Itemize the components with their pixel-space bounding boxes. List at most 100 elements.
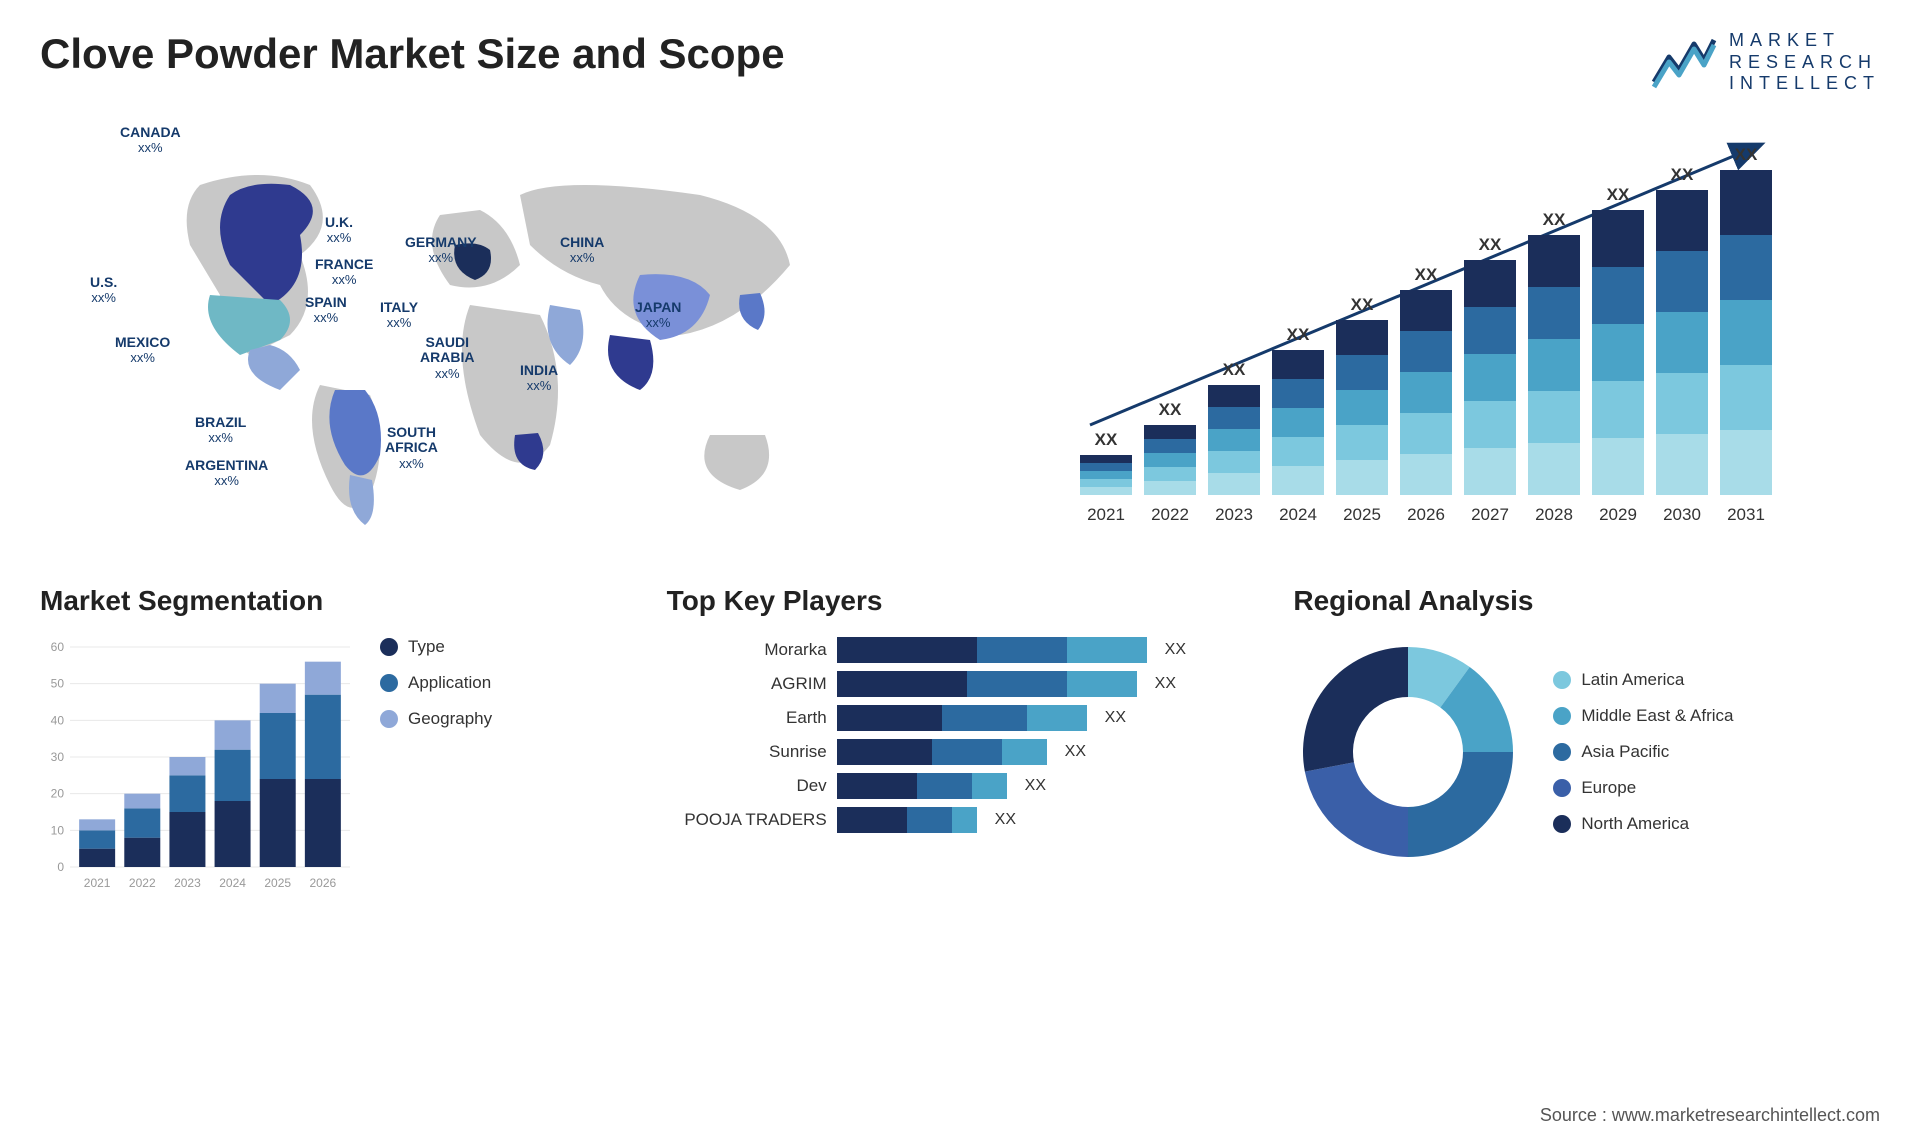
logo: MARKET RESEARCH INTELLECT (1649, 30, 1880, 95)
legend-item: Middle East & Africa (1553, 706, 1733, 726)
svg-text:XX: XX (1415, 265, 1438, 284)
svg-text:2028: 2028 (1535, 505, 1573, 524)
legend-item: Application (380, 673, 492, 693)
map-label: SOUTHAFRICAxx% (385, 425, 438, 471)
svg-text:2022: 2022 (129, 876, 156, 890)
player-bar (837, 637, 1147, 663)
svg-text:XX: XX (1095, 430, 1118, 449)
map-label: CANADAxx% (120, 125, 181, 156)
map-label: SAUDIARABIAxx% (420, 335, 474, 381)
player-name: Morarka (667, 640, 827, 660)
svg-text:0: 0 (57, 860, 64, 874)
legend-item: North America (1553, 814, 1733, 834)
svg-text:2025: 2025 (264, 876, 291, 890)
map-label: GERMANYxx% (405, 235, 477, 266)
legend-item: Type (380, 637, 492, 657)
svg-text:2029: 2029 (1599, 505, 1637, 524)
growth-chart: XX2021XX2022XX2023XX2024XX2025XX2026XX20… (980, 125, 1880, 545)
logo-icon (1649, 32, 1719, 92)
player-name: Dev (667, 776, 827, 796)
svg-text:2023: 2023 (174, 876, 201, 890)
svg-text:XX: XX (1223, 360, 1246, 379)
player-row: Earth XX (667, 705, 1254, 731)
segmentation-panel: Market Segmentation 0 10 20 30 40 50 60 2021 202… (40, 585, 627, 897)
players-panel: Top Key Players MorarkaXXAGRIMXXEarthXXS… (667, 585, 1254, 897)
player-bar (837, 773, 1007, 799)
svg-text:20: 20 (51, 786, 65, 800)
map-label: MEXICOxx% (115, 335, 170, 366)
svg-text:XX: XX (1159, 400, 1182, 419)
map-label: ARGENTINAxx% (185, 458, 268, 489)
players-title: Top Key Players (667, 585, 1254, 617)
svg-text:2031: 2031 (1727, 505, 1765, 524)
player-bar (837, 807, 977, 833)
svg-text:2024: 2024 (219, 876, 246, 890)
map-label: BRAZILxx% (195, 415, 246, 446)
player-bar (837, 671, 1137, 697)
regional-donut (1293, 637, 1523, 867)
regional-title: Regional Analysis (1293, 585, 1880, 617)
player-name: Sunrise (667, 742, 827, 762)
player-value: XX (1105, 709, 1126, 727)
map-label: INDIAxx% (520, 363, 558, 394)
map-label: SPAINxx% (305, 295, 347, 326)
svg-text:XX: XX (1543, 210, 1566, 229)
svg-text:XX: XX (1479, 235, 1502, 254)
svg-text:XX: XX (1735, 145, 1758, 164)
logo-text-2: RESEARCH (1729, 52, 1880, 74)
svg-text:2026: 2026 (310, 876, 337, 890)
map-label: U.K.xx% (325, 215, 353, 246)
player-value: XX (1165, 641, 1186, 659)
world-map-svg (40, 125, 940, 545)
player-name: POOJA TRADERS (667, 810, 827, 830)
svg-text:10: 10 (51, 823, 65, 837)
svg-text:30: 30 (51, 750, 65, 764)
segmentation-legend: Type Application Geography (380, 637, 492, 897)
player-bar (837, 705, 1087, 731)
player-name: AGRIM (667, 674, 827, 694)
svg-text:2026: 2026 (1407, 505, 1445, 524)
svg-text:XX: XX (1351, 295, 1374, 314)
svg-text:40: 40 (51, 713, 65, 727)
legend-item: Latin America (1553, 670, 1733, 690)
logo-text-1: MARKET (1729, 30, 1880, 52)
regional-panel: Regional Analysis Latin America Middle Ea… (1293, 585, 1880, 897)
map-label: U.S.xx% (90, 275, 117, 306)
player-value: XX (1025, 777, 1046, 795)
svg-text:2023: 2023 (1215, 505, 1253, 524)
svg-text:2025: 2025 (1343, 505, 1381, 524)
legend-item: Asia Pacific (1553, 742, 1733, 762)
map-label: FRANCExx% (315, 257, 373, 288)
source-text: Source : www.marketresearchintellect.com (1540, 1105, 1880, 1126)
regional-legend: Latin America Middle East & Africa Asia Pa… (1553, 670, 1733, 834)
player-row: Morarka XX (667, 637, 1254, 663)
legend-item: Europe (1553, 778, 1733, 798)
player-value: XX (1155, 675, 1176, 693)
svg-text:XX: XX (1671, 165, 1694, 184)
svg-text:50: 50 (51, 676, 65, 690)
map-label: JAPANxx% (635, 300, 681, 331)
player-value: XX (1065, 743, 1086, 761)
player-row: AGRIM XX (667, 671, 1254, 697)
player-name: Earth (667, 708, 827, 728)
svg-text:2022: 2022 (1151, 505, 1189, 524)
segmentation-chart: 0 10 20 30 40 50 60 2021 2022 2023 2024 2025 2026 (40, 637, 360, 897)
player-row: Dev XX (667, 773, 1254, 799)
svg-text:2027: 2027 (1471, 505, 1509, 524)
logo-text-3: INTELLECT (1729, 73, 1880, 95)
svg-text:2021: 2021 (1087, 505, 1125, 524)
players-chart: MorarkaXXAGRIMXXEarthXXSunriseXXDevXXPOO… (667, 637, 1254, 833)
svg-text:60: 60 (51, 640, 65, 654)
svg-text:2021: 2021 (84, 876, 111, 890)
map-label: CHINAxx% (560, 235, 604, 266)
svg-text:XX: XX (1287, 325, 1310, 344)
player-row: Sunrise XX (667, 739, 1254, 765)
page-title: Clove Powder Market Size and Scope (40, 30, 785, 78)
legend-item: Geography (380, 709, 492, 729)
player-bar (837, 739, 1047, 765)
player-row: POOJA TRADERS XX (667, 807, 1254, 833)
segmentation-title: Market Segmentation (40, 585, 627, 617)
map-shapes (187, 175, 790, 525)
player-value: XX (995, 811, 1016, 829)
svg-text:2030: 2030 (1663, 505, 1701, 524)
